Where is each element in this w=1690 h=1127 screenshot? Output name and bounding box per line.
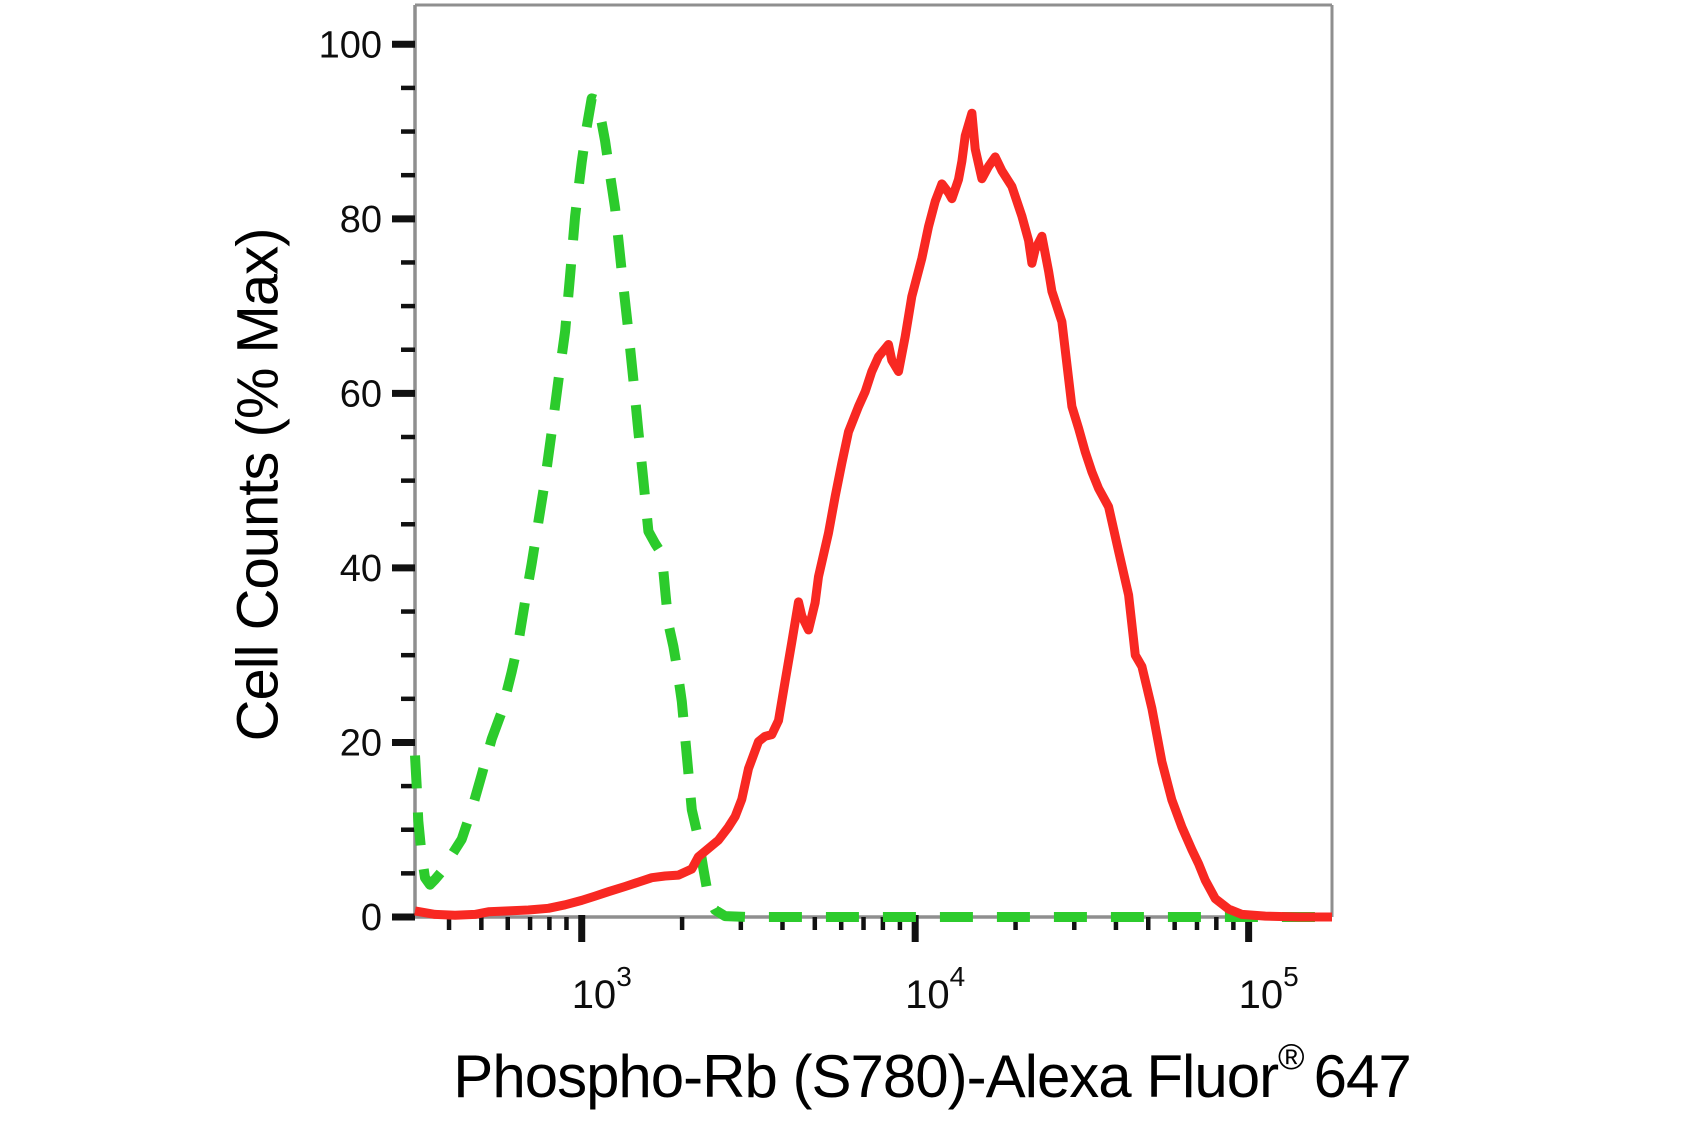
y-tick-label: 100 (319, 24, 382, 66)
y-axis-title: Cell Counts (% Max) (225, 229, 292, 742)
y-axis-title-text: Cell Counts (% Max) (225, 228, 291, 742)
y-tick-label: 60 (340, 373, 382, 415)
x-axis-title: Phospho-Rb (S780)-Alexa Fluor® 647 (453, 1036, 1412, 1111)
x-tick-label: 103 (572, 961, 632, 1017)
y-tick-label: 80 (340, 199, 382, 241)
x-axis-title-text: Phospho-Rb (S780)-Alexa Fluor (453, 1043, 1279, 1110)
x-tick-label: 104 (905, 961, 965, 1017)
x-axis-title-tail: 647 (1313, 1043, 1412, 1110)
y-tick-label: 20 (340, 722, 382, 764)
sample-curve-red-solid (414, 108, 1332, 922)
y-tick-label: 0 (361, 897, 382, 939)
control-curve-green-dashed (410, 93, 1332, 922)
x-tick-label: 105 (1239, 961, 1299, 1017)
registered-trademark-symbol: ® (1278, 1036, 1305, 1077)
y-tick-label: 40 (340, 548, 382, 590)
